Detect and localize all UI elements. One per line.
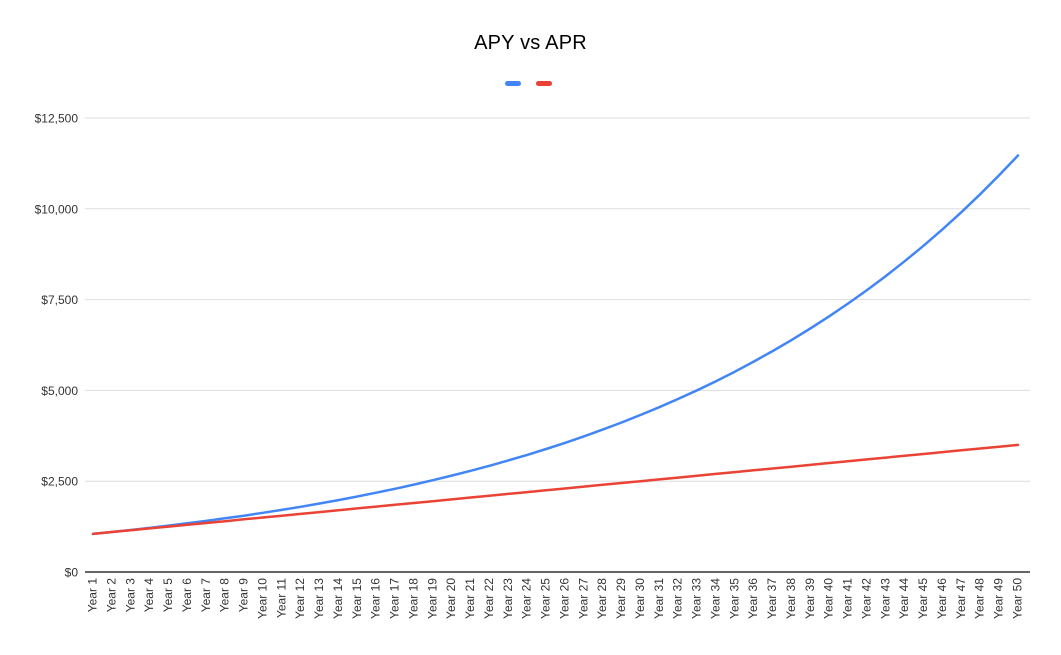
x-axis-tick-label: Year 42 [859, 578, 873, 619]
y-axis-tick-label: $7,500 [41, 293, 78, 307]
x-axis-tick-label: Year 1 [86, 578, 100, 613]
series-line-apr [91, 443, 1020, 536]
x-axis-tick-label: Year 49 [992, 578, 1006, 619]
x-axis-tick-label: Year 13 [312, 578, 326, 619]
x-axis-tick-label: Year 19 [425, 578, 439, 619]
x-axis-tick-label: Year 31 [652, 578, 666, 619]
legend-swatch-apr-icon [536, 81, 552, 86]
y-axis-tick-label: $5,000 [41, 384, 78, 398]
x-axis-tick-label: Year 15 [350, 578, 364, 619]
x-axis-tick-label: Year 6 [180, 578, 194, 613]
y-axis-tick-label: $2,500 [41, 475, 78, 489]
x-axis-tick-label: Year 2 [104, 578, 118, 613]
x-axis-tick-label: Year 16 [369, 578, 383, 619]
chart-title: APY vs APR [474, 32, 587, 54]
legend-swatch-apy-icon [505, 81, 521, 86]
x-axis-tick-label: Year 23 [501, 578, 515, 619]
x-axis-tick-label: Year 43 [878, 578, 892, 619]
x-axis-tick-label: Year 44 [897, 578, 911, 619]
x-axis-tick-label: Year 50 [1011, 578, 1025, 619]
x-axis-tick-label: Year 29 [614, 578, 628, 619]
x-axis-tick-label: Year 41 [841, 578, 855, 619]
x-axis-labels: Year 1 Year 2 Year 3 Year 4 Year 5 Year 6 Year… [86, 578, 1025, 619]
x-axis-tick-label: Year 24 [520, 578, 534, 619]
x-axis-tick-label: Year 7 [199, 578, 213, 613]
y-axis-tick-label: $10,000 [35, 202, 79, 216]
x-axis-tick-label: Year 9 [237, 578, 251, 613]
x-axis-tick-label: Year 14 [331, 578, 345, 619]
chart-legend [0, 81, 1061, 86]
x-axis-tick-label: Year 26 [557, 578, 571, 619]
x-axis-tick-label: Year 30 [633, 578, 647, 619]
x-axis-tick-label: Year 32 [671, 578, 685, 619]
x-axis-tick-label: Year 45 [916, 578, 930, 619]
x-axis-tick-label: Year 4 [142, 578, 156, 613]
x-axis-tick-label: Year 22 [482, 578, 496, 619]
x-axis-tick-label: Year 25 [539, 578, 553, 619]
x-axis-tick-label: Year 17 [388, 578, 402, 619]
x-axis-tick-label: Year 18 [406, 578, 420, 619]
x-axis-tick-label: Year 48 [973, 578, 987, 619]
y-axis-labels: $0 $2,500 $5,000 $7,500 $10,000 $12,500 [35, 112, 79, 580]
x-axis-tick-label: Year 11 [274, 578, 288, 618]
x-axis-tick-label: Year 12 [293, 578, 307, 619]
legend-entry-apy [505, 81, 525, 86]
x-axis-tick-label: Year 28 [595, 578, 609, 619]
x-axis-tick-label: Year 37 [765, 578, 779, 619]
x-axis-tick-label: Year 8 [218, 578, 232, 613]
x-axis-tick-label: Year 36 [746, 578, 760, 619]
x-axis-tick-label: Year 40 [822, 578, 836, 619]
legend-entry-apr [536, 81, 556, 86]
x-axis-tick-label: Year 21 [463, 578, 477, 619]
series-line-apy [91, 154, 1020, 536]
y-axis-tick-label: $12,500 [35, 112, 79, 126]
x-axis-tick-label: Year 20 [444, 578, 458, 619]
x-axis-tick-label: Year 46 [935, 578, 949, 619]
x-axis-tick-label: Year 33 [690, 578, 704, 619]
x-axis-tick-label: Year 5 [161, 578, 175, 613]
y-axis-tick-label: $0 [65, 566, 79, 580]
x-axis-tick-label: Year 35 [727, 578, 741, 619]
x-axis-tick-label: Year 34 [708, 578, 722, 619]
series-lines [91, 154, 1020, 536]
x-axis-tick-label: Year 47 [954, 578, 968, 619]
x-axis-tick-label: Year 10 [255, 578, 269, 619]
x-axis-tick-label: Year 39 [803, 578, 817, 619]
gridlines [85, 117, 1030, 573]
x-axis-tick-label: Year 38 [784, 578, 798, 619]
x-axis-tick-label: Year 3 [123, 578, 137, 613]
x-axis-tick-label: Year 27 [576, 578, 590, 619]
